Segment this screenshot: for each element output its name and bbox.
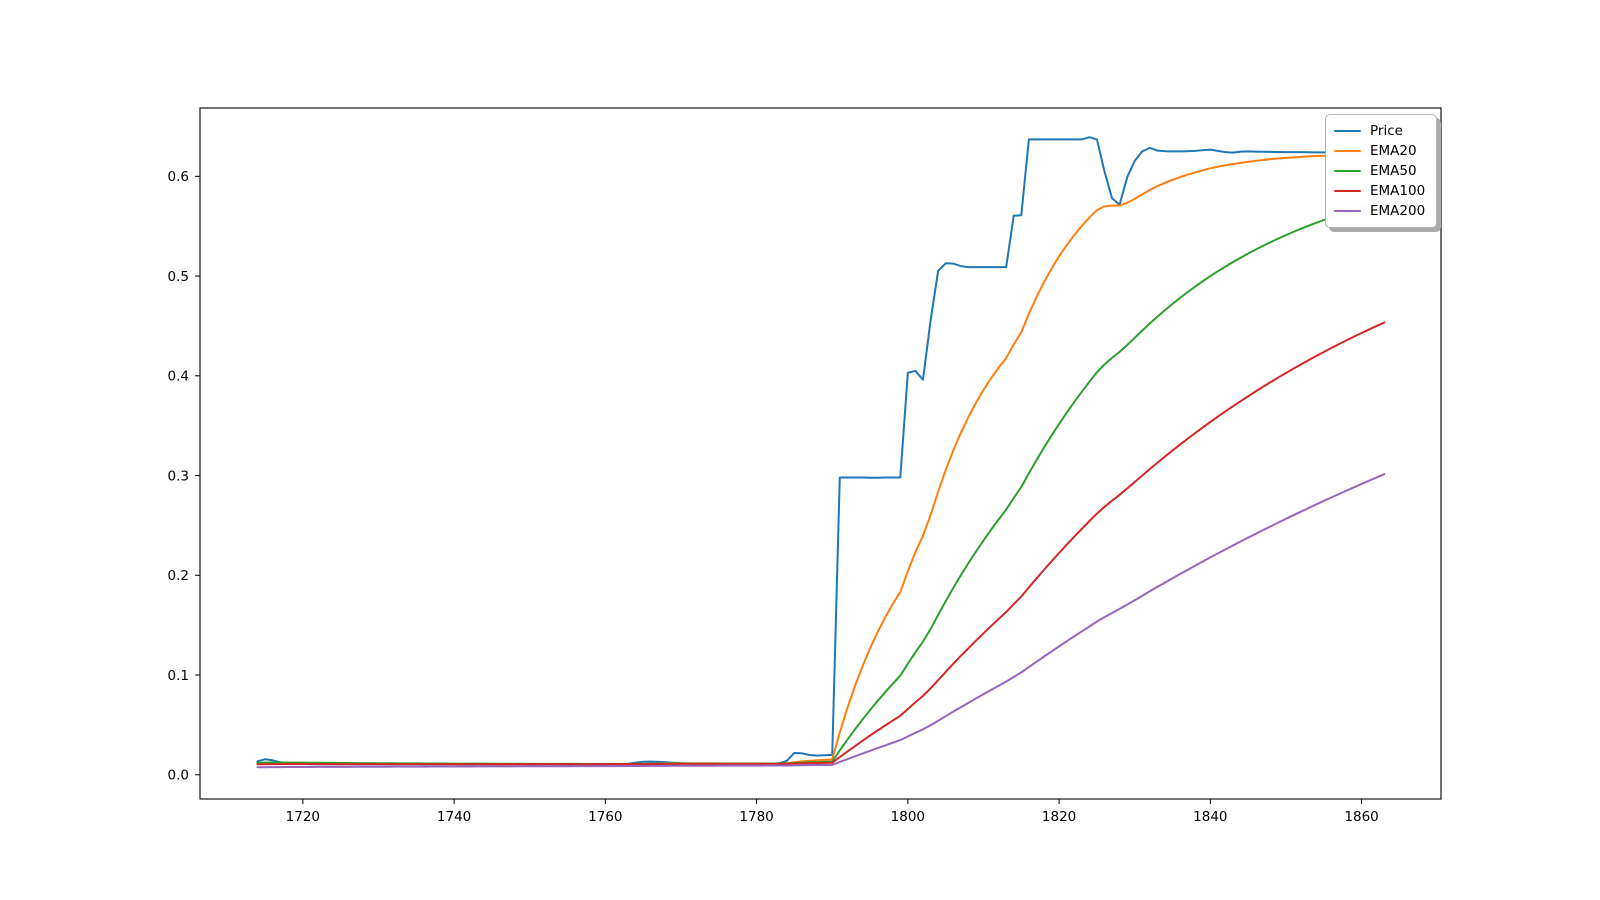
x-tick-label: 1740 xyxy=(437,809,471,825)
x-tick-label: 1720 xyxy=(286,809,320,825)
series-line-ema200 xyxy=(256,473,1386,769)
x-tick-label: 1820 xyxy=(1042,809,1076,825)
legend-label: EMA50 xyxy=(1370,163,1417,179)
legend-line-sample-ema20 xyxy=(1334,149,1361,153)
y-tick-label: 0.5 xyxy=(168,269,189,285)
series-line-price xyxy=(256,136,1386,766)
legend-line-sample-ema200 xyxy=(1334,209,1361,213)
y-tick-label: 0.0 xyxy=(168,768,189,784)
y-tick-label: 0.4 xyxy=(168,369,189,385)
x-tick-label: 1800 xyxy=(891,809,925,825)
series-line-ema100 xyxy=(256,321,1386,766)
legend-item-ema100: EMA100 xyxy=(1334,181,1428,201)
legend-label: EMA20 xyxy=(1370,143,1417,159)
legend-line-sample-ema50 xyxy=(1334,169,1361,173)
x-tick-label: 1780 xyxy=(739,809,773,825)
legend-line-sample-price xyxy=(1334,129,1361,133)
y-tick-label: 0.2 xyxy=(168,568,189,584)
legend-label: EMA100 xyxy=(1370,183,1426,199)
series-line-ema50 xyxy=(256,200,1386,765)
legend: Price EMA20 EMA50 EMA100 EMA200 xyxy=(1325,114,1437,228)
plot-frame xyxy=(199,107,1442,800)
legend-item-ema50: EMA50 xyxy=(1334,161,1428,181)
legend-item-price: Price xyxy=(1334,121,1428,141)
y-tick-label: 0.3 xyxy=(168,468,189,484)
x-tick-label: 1840 xyxy=(1193,809,1227,825)
y-tick-label: 0.1 xyxy=(168,668,189,684)
series-line-ema20 xyxy=(256,153,1386,766)
legend-line-sample-ema100 xyxy=(1334,189,1361,193)
legend-label: Price xyxy=(1370,123,1403,139)
y-tick-label: 0.6 xyxy=(168,169,189,185)
legend-label: EMA200 xyxy=(1370,203,1426,219)
x-tick-label: 1860 xyxy=(1344,809,1378,825)
legend-item-ema20: EMA20 xyxy=(1334,141,1428,161)
legend-item-ema200: EMA200 xyxy=(1334,201,1428,221)
x-tick-label: 1760 xyxy=(588,809,622,825)
